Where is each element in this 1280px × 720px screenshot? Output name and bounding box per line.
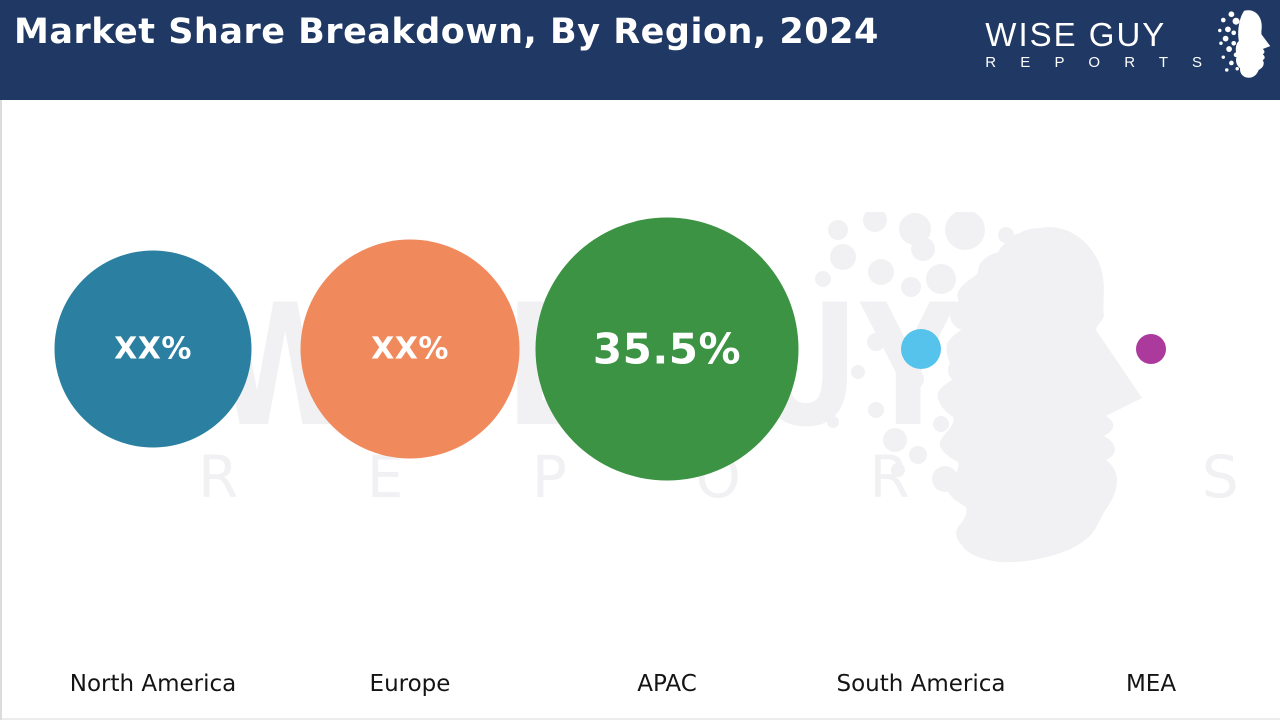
category-label-mea: MEA xyxy=(1125,671,1177,697)
header: Market Share Breakdown, By Region, 2024 … xyxy=(0,0,1280,100)
category-label-south-america: South America xyxy=(836,671,1006,697)
bubble-value-europe: XX% xyxy=(371,331,449,367)
logo-head-profile-dots-icon xyxy=(1218,10,1271,78)
logo-wiseguy-text: WISE GUY xyxy=(985,16,1167,53)
category-label-north-america: North America xyxy=(69,671,237,697)
category-label-europe: Europe xyxy=(369,671,451,697)
bubble-north-america: XX% xyxy=(54,250,252,448)
page-title: Market Share Breakdown, By Region, 2024 xyxy=(14,12,879,52)
bubble-mea xyxy=(1136,334,1166,364)
category-label-apac: APAC xyxy=(637,671,697,697)
logo-text: WISE GUY R E P O R T S xyxy=(985,18,1212,72)
logo-face-silhouette xyxy=(1235,10,1271,78)
logo-reports-text: R E P O R T S xyxy=(985,54,1212,71)
logo-dots xyxy=(1218,11,1240,72)
bubble-south-america xyxy=(901,329,941,369)
bubble-apac: 35.5% xyxy=(535,217,799,481)
wise-guy-reports-logo: WISE GUY R E P O R T S xyxy=(985,6,1272,84)
bubble-europe: XX% xyxy=(300,239,520,459)
bubble-value-north-america: XX% xyxy=(114,331,192,367)
bubble-value-apac: 35.5% xyxy=(592,324,742,374)
